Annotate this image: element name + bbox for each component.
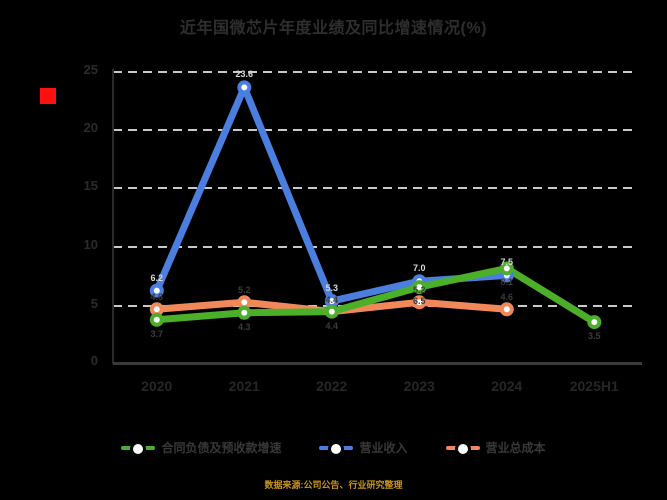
y-axis-line xyxy=(112,69,114,364)
data-point[interactable] xyxy=(499,302,514,317)
legend-marker-orange-icon xyxy=(445,440,480,457)
data-point[interactable] xyxy=(412,280,427,295)
data-label: 6.2 xyxy=(150,272,164,283)
data-label: 5.3 xyxy=(325,283,339,294)
data-point[interactable] xyxy=(324,304,339,319)
x-tick-2022: 2022 xyxy=(316,378,348,394)
data-point[interactable] xyxy=(149,302,164,317)
x-tick-2021: 2021 xyxy=(228,378,260,394)
series-lines xyxy=(149,80,602,330)
gridline-15 xyxy=(113,187,638,189)
data-point[interactable] xyxy=(149,283,164,298)
data-point[interactable] xyxy=(237,305,252,320)
data-label: 5.2 xyxy=(237,285,251,296)
data-label: 3.7 xyxy=(150,328,164,339)
legend-item-1[interactable]: 营业收入 xyxy=(319,439,408,457)
data-point[interactable] xyxy=(149,312,164,327)
data-label: 4.4 xyxy=(325,320,339,331)
data-label: 7.0 xyxy=(412,263,426,274)
data-label: 5.2 xyxy=(412,285,426,296)
y-tick-15: 15 xyxy=(83,178,98,193)
legend-label-2: 营业总成本 xyxy=(485,440,546,455)
gridline-20 xyxy=(113,129,638,131)
data-label: 3.5 xyxy=(587,331,601,342)
chart-legend: 合同负债及预收款增速 营业收入 营业总成本 xyxy=(0,432,667,462)
x-tick-2023: 2023 xyxy=(403,378,435,394)
series-line-0 xyxy=(153,264,598,326)
data-label: 4.4 xyxy=(325,294,339,305)
x-axis-line xyxy=(113,362,642,365)
data-label: 8.1 xyxy=(500,277,514,288)
legend-marker-blue-icon xyxy=(319,440,354,457)
gridline-25 xyxy=(113,71,638,73)
data-point[interactable] xyxy=(587,315,602,330)
data-point[interactable] xyxy=(237,295,252,310)
data-point[interactable] xyxy=(237,80,252,95)
chart-title: 近年国微芯片年度业绩及同比增速情况(%) xyxy=(180,20,487,37)
y-tick-5: 5 xyxy=(90,296,98,311)
data-label: 4.3 xyxy=(237,321,251,332)
data-label: 6.5 xyxy=(412,296,426,307)
data-point[interactable] xyxy=(412,295,427,310)
legend-label-1: 营业收入 xyxy=(359,440,408,455)
series-line-1 xyxy=(153,83,511,305)
x-tick-2020: 2020 xyxy=(141,378,173,394)
y-axis-unit-label: % xyxy=(40,88,56,104)
data-label: 4.6 xyxy=(500,292,514,303)
y-tick-25: 25 xyxy=(83,62,98,77)
data-label: 4.6 xyxy=(150,292,164,303)
legend-label-0: 合同负债及预收款增速 xyxy=(161,440,282,455)
gridline-10 xyxy=(113,246,638,248)
data-label: 23.6 xyxy=(235,69,254,80)
legend-marker-green-icon xyxy=(121,440,156,457)
legend-item-2[interactable]: 营业总成本 xyxy=(445,439,546,457)
y-tick-20: 20 xyxy=(83,120,98,135)
y-tick-10: 10 xyxy=(83,237,98,252)
x-tick-2024: 2024 xyxy=(491,378,523,394)
y-tick-0: 0 xyxy=(90,353,98,368)
source-note: 数据来源:公司公告、行业研究整理 xyxy=(264,480,403,490)
legend-item-0[interactable]: 合同负债及预收款增速 xyxy=(121,439,282,457)
data-point[interactable] xyxy=(499,261,514,276)
data-label: 7.5 xyxy=(500,257,514,268)
x-tick-2025H1: 2025H1 xyxy=(569,378,619,394)
y-axis-labels: 25 20 15 10 5 0 % xyxy=(0,0,108,500)
